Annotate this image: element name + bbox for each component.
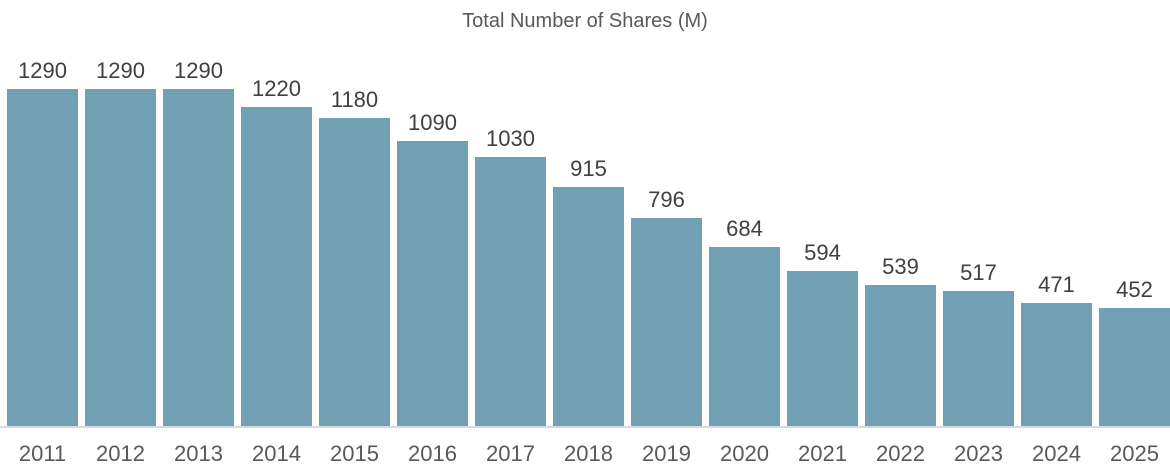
x-axis-label: 2022 [876,441,925,466]
bar-cell: 1220 [241,76,312,426]
bar-value-label: 1180 [330,87,379,112]
bar-value-label: 915 [570,156,607,181]
x-axis-line [0,426,1170,428]
bar-cell: 1030 [475,126,546,426]
x-axis-label: 2013 [174,441,223,466]
x-axis-labels: 2011 2012 2013 2014 2015 2016 2017 2018 2019 2020… [0,441,1170,467]
bar-cell: 1290 [7,58,78,426]
bar-value-label: 1220 [252,76,301,101]
bar-value-label: 517 [960,260,997,285]
bar-cell: 452 [1099,277,1170,426]
x-axis-label: 2018 [564,441,613,466]
x-axis-label: 2014 [252,441,301,466]
bar-value-label: 594 [804,240,841,265]
bar-cell: 796 [631,187,702,426]
bar [163,89,234,426]
bar-cell: 471 [1021,272,1092,426]
bar-cell: 915 [553,156,624,426]
x-axis-label: 2015 [330,441,379,466]
bar-cell: 594 [787,240,858,426]
bar-cell: 1180 [319,87,390,426]
bar [475,157,546,426]
x-axis-label: 2019 [642,441,691,466]
bar-value-label: 796 [648,187,685,212]
bar-cell: 1290 [85,58,156,426]
bar [865,285,936,426]
bar-value-label: 539 [882,254,919,279]
bar [553,187,624,426]
bar-cell: 1090 [397,110,468,426]
bar [631,218,702,426]
bar-cell: 1290 [163,58,234,426]
bar-value-label: 1090 [408,110,457,135]
bar [943,291,1014,426]
x-axis-label: 2011 [18,441,67,466]
bar-value-label: 1290 [18,58,67,83]
x-axis-label: 2016 [408,441,457,466]
bar [241,107,312,426]
bar-cell: 684 [709,216,780,426]
x-axis-label: 2024 [1032,441,1081,466]
x-axis-label: 2017 [486,441,535,466]
bar [787,271,858,426]
bar [85,89,156,426]
bar-value-label: 1030 [486,126,535,151]
bar-cell: 539 [865,254,936,426]
bar-value-label: 1290 [96,58,145,83]
x-axis-label: 2025 [1110,441,1159,466]
bar [1021,303,1092,426]
chart-title: Total Number of Shares (M) [462,10,708,32]
bar-value-label: 452 [1116,277,1153,302]
x-axis-label: 2012 [96,441,145,466]
bar [1099,308,1170,426]
bar [397,141,468,426]
bar-value-label: 684 [726,216,763,241]
x-axis-label: 2021 [798,441,847,466]
x-axis-label: 2023 [954,441,1003,466]
bar [319,118,390,426]
x-axis-label: 2020 [720,441,769,466]
bar [7,89,78,426]
bar-cell: 517 [943,260,1014,426]
bar [709,247,780,426]
bars-row: 1290 1290 1290 1220 1180 1090 1030 915 796 684 594… [0,58,1170,426]
bar-value-label: 1290 [174,58,223,83]
bar-value-label: 471 [1038,272,1075,297]
